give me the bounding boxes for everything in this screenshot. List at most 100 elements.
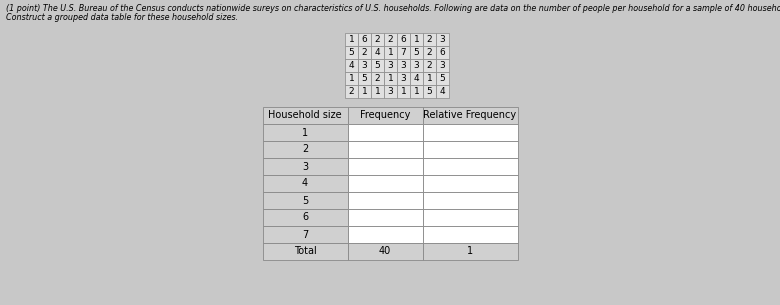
Text: Frequency: Frequency — [360, 110, 410, 120]
Text: 1: 1 — [427, 74, 432, 83]
Bar — [410, 85, 423, 98]
Bar — [263, 192, 348, 209]
Text: 1: 1 — [401, 87, 406, 96]
Bar — [348, 158, 423, 175]
Text: 3: 3 — [388, 87, 393, 96]
Bar — [423, 175, 517, 192]
Text: 2: 2 — [427, 48, 432, 57]
Text: 5: 5 — [413, 48, 420, 57]
Text: 6: 6 — [302, 213, 308, 223]
Text: 1: 1 — [349, 35, 354, 44]
Text: Relative Frequency: Relative Frequency — [424, 110, 516, 120]
Text: 1: 1 — [413, 35, 420, 44]
Text: 3: 3 — [362, 61, 367, 70]
Text: 5: 5 — [349, 48, 354, 57]
Text: 5: 5 — [302, 196, 308, 206]
Bar — [371, 59, 384, 72]
Bar — [397, 33, 410, 46]
Bar — [436, 59, 449, 72]
Text: 2: 2 — [427, 61, 432, 70]
Text: 7: 7 — [302, 229, 308, 239]
Text: 6: 6 — [362, 35, 367, 44]
Bar — [358, 46, 371, 59]
Bar — [397, 72, 410, 85]
Text: 1: 1 — [388, 74, 393, 83]
Bar — [263, 107, 348, 124]
Bar — [345, 59, 358, 72]
Bar — [423, 192, 517, 209]
Bar — [263, 243, 348, 260]
Bar — [345, 46, 358, 59]
Bar — [436, 33, 449, 46]
Text: 3: 3 — [302, 162, 308, 171]
Text: Total: Total — [293, 246, 317, 257]
Text: 4: 4 — [302, 178, 308, 188]
Text: Construct a grouped data table for these household sizes.: Construct a grouped data table for these… — [6, 13, 238, 22]
Bar — [358, 59, 371, 72]
Bar — [436, 46, 449, 59]
Text: 7: 7 — [401, 48, 406, 57]
Bar — [263, 175, 348, 192]
Text: 5: 5 — [362, 74, 367, 83]
Text: 2: 2 — [427, 35, 432, 44]
Bar — [436, 72, 449, 85]
Bar — [423, 72, 436, 85]
Bar — [423, 46, 436, 59]
Bar — [358, 33, 371, 46]
Bar — [348, 141, 423, 158]
Text: 1: 1 — [388, 48, 393, 57]
Text: 5: 5 — [374, 61, 381, 70]
Bar — [358, 72, 371, 85]
Text: 2: 2 — [374, 74, 381, 83]
Bar — [371, 46, 384, 59]
Bar — [371, 85, 384, 98]
Bar — [371, 72, 384, 85]
Bar — [345, 72, 358, 85]
Bar — [397, 46, 410, 59]
Bar — [423, 226, 517, 243]
Bar — [410, 46, 423, 59]
Bar — [410, 33, 423, 46]
Bar — [384, 46, 397, 59]
Text: 3: 3 — [388, 61, 393, 70]
Bar — [348, 107, 423, 124]
Text: 3: 3 — [401, 61, 406, 70]
Bar — [423, 85, 436, 98]
Bar — [348, 209, 423, 226]
Text: 1: 1 — [374, 87, 381, 96]
Bar — [358, 85, 371, 98]
Text: 40: 40 — [379, 246, 391, 257]
Text: 2: 2 — [388, 35, 393, 44]
Bar — [263, 158, 348, 175]
Bar — [348, 243, 423, 260]
Text: 1: 1 — [362, 87, 367, 96]
Bar — [423, 158, 517, 175]
Text: 4: 4 — [413, 74, 420, 83]
Text: 4: 4 — [440, 87, 445, 96]
Text: 1: 1 — [302, 127, 308, 138]
Bar — [348, 175, 423, 192]
Text: 3: 3 — [413, 61, 420, 70]
Bar — [410, 59, 423, 72]
Text: 1: 1 — [467, 246, 473, 257]
Text: Household size: Household size — [268, 110, 342, 120]
Bar — [348, 192, 423, 209]
Text: 3: 3 — [440, 61, 445, 70]
Bar — [397, 59, 410, 72]
Bar — [348, 124, 423, 141]
Text: 6: 6 — [401, 35, 406, 44]
Text: (1 point) The U.S. Bureau of the Census conducts nationwide sureys on characteri: (1 point) The U.S. Bureau of the Census … — [6, 4, 780, 13]
Bar — [397, 85, 410, 98]
Bar — [423, 107, 517, 124]
Bar — [371, 33, 384, 46]
Bar — [384, 85, 397, 98]
Bar — [423, 209, 517, 226]
Text: 2: 2 — [362, 48, 367, 57]
Bar — [263, 226, 348, 243]
Text: 3: 3 — [401, 74, 406, 83]
Bar — [263, 141, 348, 158]
Text: 2: 2 — [374, 35, 381, 44]
Bar — [345, 33, 358, 46]
Text: 1: 1 — [349, 74, 354, 83]
Text: 5: 5 — [440, 74, 445, 83]
